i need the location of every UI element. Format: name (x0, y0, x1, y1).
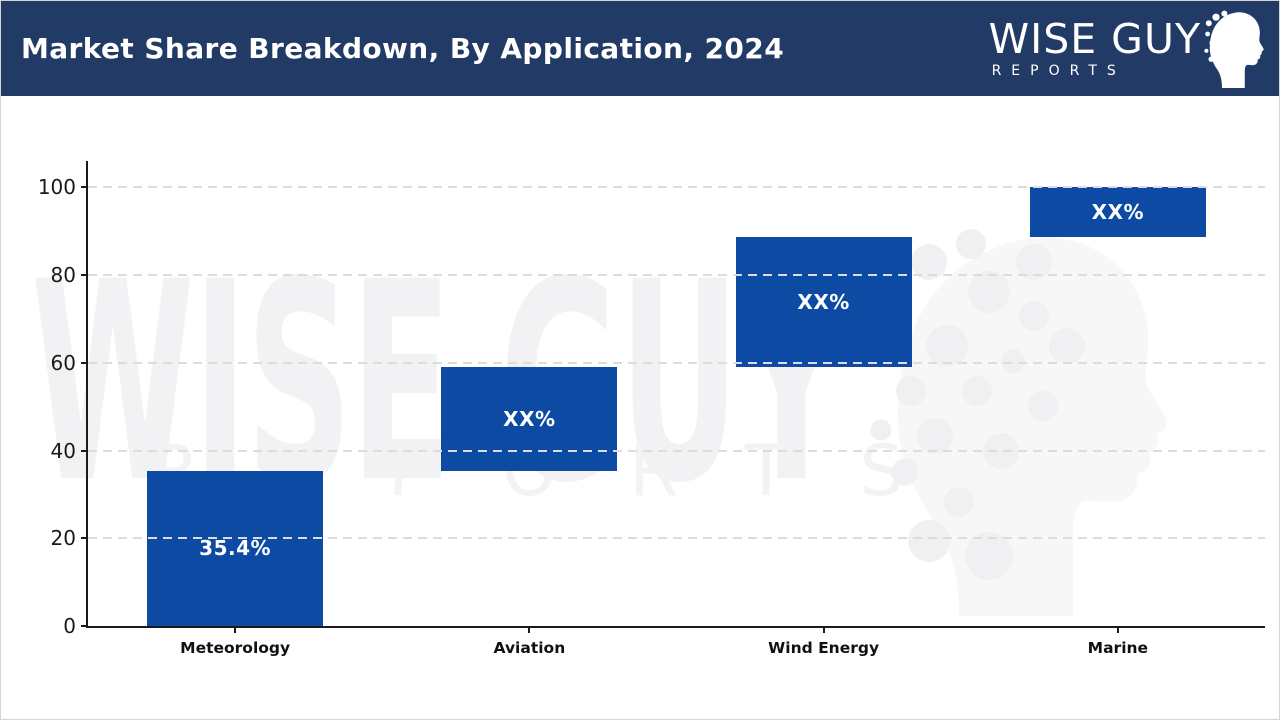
bar-label-meteorology: 35.4% (199, 536, 272, 561)
bar-meteorology (147, 470, 324, 626)
plot-area: 35.4% XX% XX% XX% Meteorology Aviation Wind E… (38, 161, 1265, 657)
y-tick-mark-20 (81, 537, 88, 540)
y-tick-label-40: 40 (50, 438, 76, 463)
x-tick-mark-meteorology (234, 626, 237, 633)
x-tick-label-meteorology: Meteorology (180, 639, 291, 657)
bar-marine (1029, 187, 1206, 238)
gridline-60 (88, 361, 1265, 364)
gridline-80 (88, 274, 1265, 277)
y-tick-label-0: 0 (63, 614, 76, 638)
page-title: Market Share Breakdown, By Application, … (21, 32, 785, 65)
x-tick-mark-marine (1116, 626, 1119, 633)
x-tick-mark-aviation (528, 626, 531, 633)
bars-layer (88, 161, 1265, 626)
bar-labels-layer: 35.4% XX% XX% XX% (88, 161, 1265, 626)
bar-label-marine: XX% (1091, 200, 1145, 225)
logo-text: WISE GUY REPORTS (988, 15, 1201, 79)
x-tick-label-marine: Marine (1087, 639, 1149, 657)
y-tick-label-100: 100 (37, 175, 76, 200)
header: Market Share Breakdown, By Application, … (1, 1, 1279, 96)
bar-aviation (441, 367, 618, 471)
axis-layer: Meteorology Aviation Wind Energy Marine 0 20 4… (38, 161, 1265, 657)
y-tick-label-60: 60 (50, 350, 76, 375)
y-tick-label-20: 20 (50, 526, 76, 551)
bar-label-aviation: XX% (503, 406, 556, 431)
gridline-20 (88, 537, 1265, 540)
bar-wind-energy (735, 237, 912, 368)
x-tick-label-wind-energy: Wind Energy (768, 639, 880, 657)
y-tick-label-80: 80 (50, 263, 76, 288)
logo-wordmark: WISE GUY (988, 15, 1201, 63)
y-tick-mark-40 (81, 449, 88, 452)
gridline-100 (88, 186, 1265, 189)
chart-region: WISE GUY REPORTS 35.4% XX% XX% XX% Meteorol… (1, 96, 1279, 719)
x-tick-mark-wind-energy (822, 626, 825, 633)
brand-logo: WISE GUY REPORTS ; (989, 10, 1265, 88)
gridline-40 (88, 449, 1265, 452)
y-tick-mark-0 (81, 625, 88, 627)
y-tick-mark-60 (81, 361, 88, 364)
y-tick-mark-80 (81, 274, 88, 277)
logo-head-icon: ; (1204, 10, 1264, 88)
y-tick-mark-100 (81, 186, 88, 189)
bar-label-wind-energy: XX% (797, 290, 850, 315)
grid-layer (88, 161, 1265, 626)
logo-subtitle: REPORTS (991, 63, 1126, 79)
x-tick-label-aviation: Aviation (493, 639, 566, 657)
